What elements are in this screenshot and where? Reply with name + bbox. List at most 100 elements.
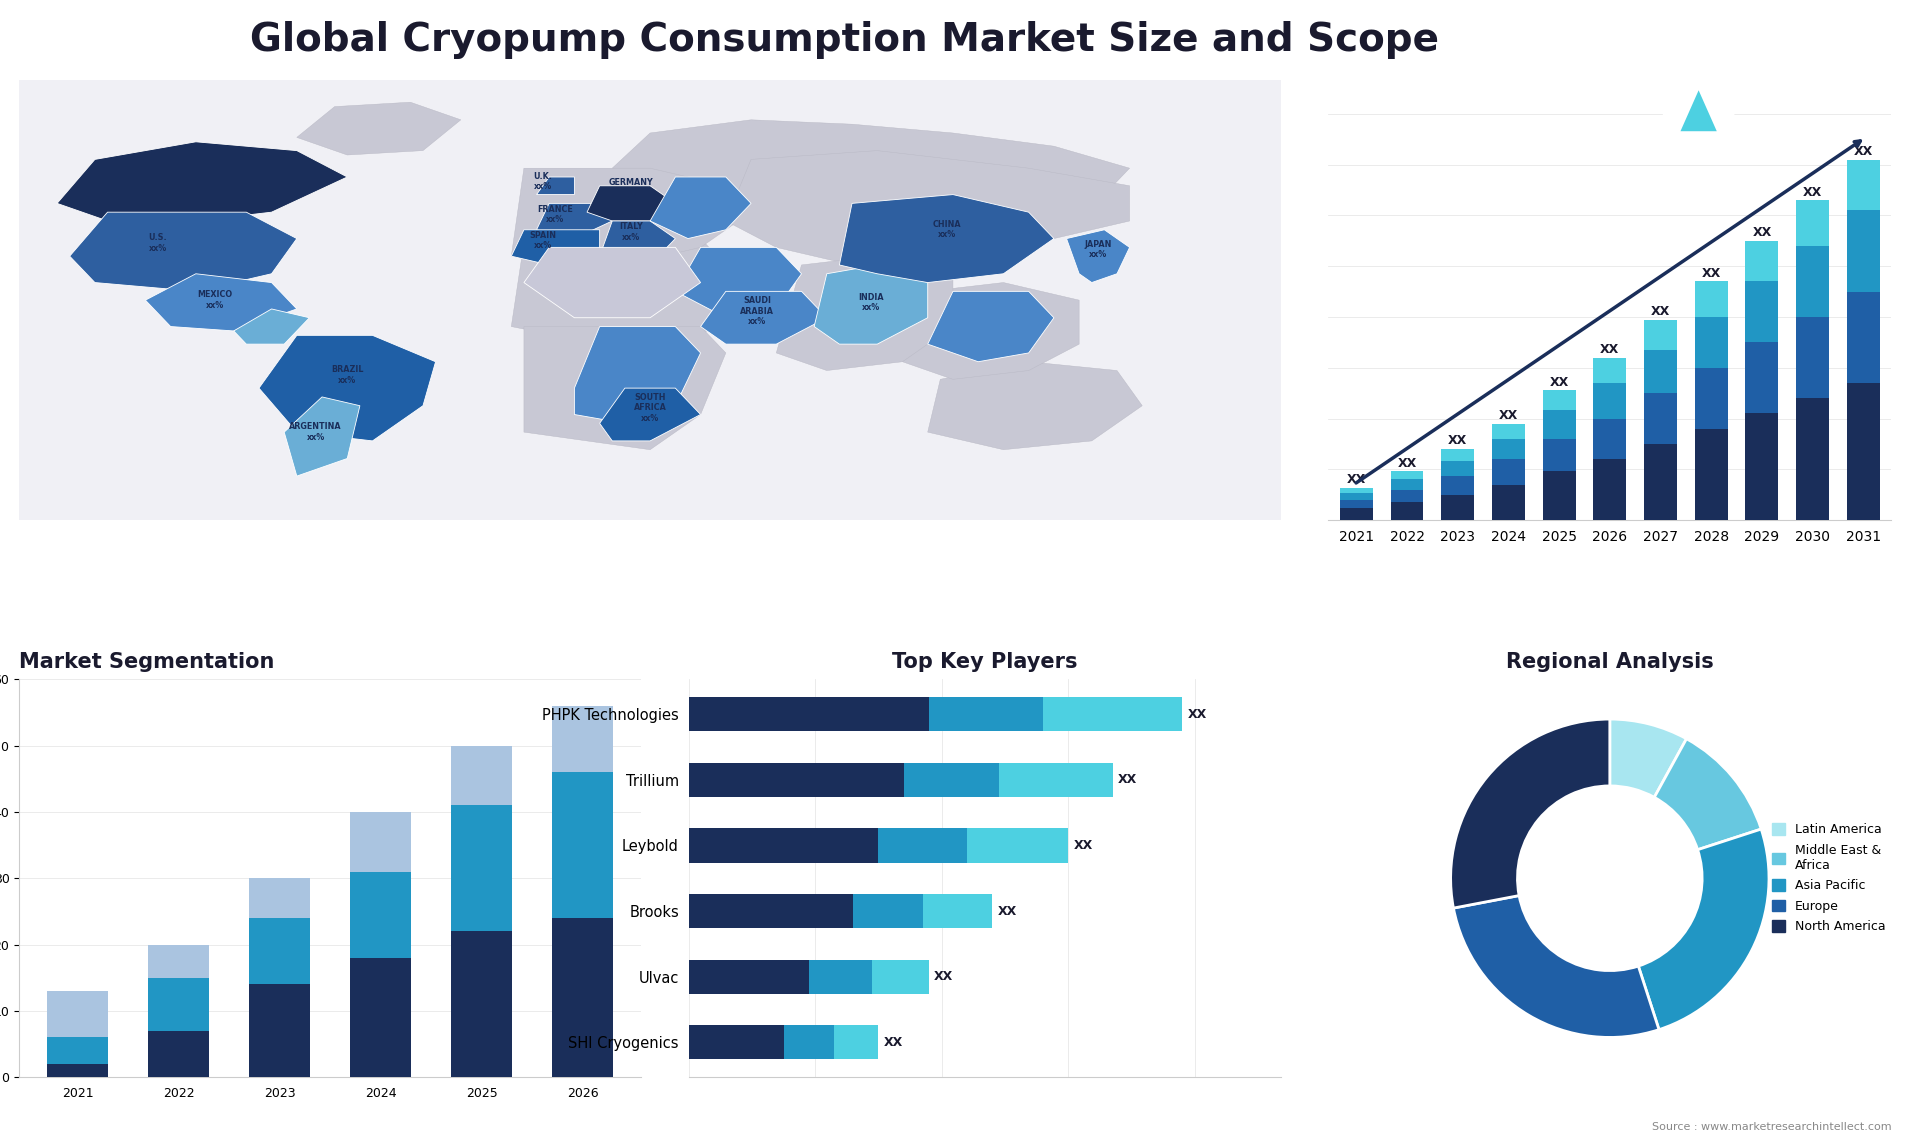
- Bar: [1795, 246, 1830, 317]
- Polygon shape: [588, 186, 676, 221]
- Polygon shape: [511, 229, 599, 265]
- Text: XX: XX: [1073, 839, 1092, 851]
- Text: MARKET: MARKET: [1759, 52, 1803, 62]
- Wedge shape: [1638, 829, 1768, 1029]
- Bar: [689, 959, 808, 994]
- Bar: [929, 698, 1043, 731]
- Bar: [351, 872, 411, 958]
- Polygon shape: [511, 238, 751, 344]
- Bar: [451, 932, 513, 1077]
- Bar: [1795, 317, 1830, 398]
- Polygon shape: [259, 336, 436, 441]
- Bar: [808, 959, 872, 994]
- Bar: [351, 811, 411, 872]
- Polygon shape: [612, 120, 1129, 229]
- Bar: [1847, 383, 1880, 520]
- Title: Top Key Players: Top Key Players: [893, 652, 1077, 673]
- Bar: [1492, 485, 1524, 520]
- Bar: [250, 918, 309, 984]
- Bar: [1644, 320, 1676, 351]
- Bar: [1695, 429, 1728, 520]
- Text: Global Cryopump Consumption Market Size and Scope: Global Cryopump Consumption Market Size …: [250, 21, 1440, 60]
- Bar: [968, 829, 1068, 863]
- Polygon shape: [1066, 229, 1129, 283]
- Bar: [1442, 477, 1475, 495]
- Polygon shape: [69, 212, 298, 291]
- Wedge shape: [1452, 719, 1609, 908]
- Bar: [872, 959, 929, 994]
- Bar: [1390, 471, 1423, 479]
- Text: ITALY
xx%: ITALY xx%: [620, 222, 643, 242]
- Text: XX: XX: [1549, 376, 1569, 388]
- Bar: [1695, 282, 1728, 317]
- Text: XX: XX: [883, 1036, 902, 1049]
- Text: XX: XX: [1117, 774, 1137, 786]
- Bar: [48, 1063, 108, 1077]
- Bar: [1442, 495, 1475, 520]
- Text: SOUTH
AFRICA
xx%: SOUTH AFRICA xx%: [634, 393, 666, 423]
- Bar: [1594, 418, 1626, 460]
- Bar: [1695, 317, 1728, 368]
- Bar: [1795, 398, 1830, 520]
- Bar: [148, 944, 209, 978]
- Bar: [689, 698, 929, 731]
- Bar: [1594, 460, 1626, 520]
- Text: SAUDI
ARABIA
xx%: SAUDI ARABIA xx%: [741, 297, 774, 327]
- Text: XX: XX: [1701, 267, 1720, 280]
- Legend: Application, Product, Geography: Application, Product, Geography: [860, 694, 977, 763]
- Polygon shape: [58, 142, 348, 221]
- Text: MEXICO
xx%: MEXICO xx%: [198, 290, 232, 309]
- Bar: [1390, 489, 1423, 502]
- Bar: [1542, 471, 1576, 520]
- Bar: [1644, 444, 1676, 520]
- Bar: [553, 918, 612, 1077]
- Bar: [1442, 449, 1475, 461]
- Text: ARGENTINA
xx%: ARGENTINA xx%: [290, 423, 342, 442]
- Bar: [1745, 241, 1778, 282]
- Text: XX: XX: [1346, 473, 1365, 486]
- Polygon shape: [651, 176, 751, 238]
- Text: XX: XX: [1651, 306, 1670, 319]
- Bar: [904, 763, 998, 796]
- Polygon shape: [511, 168, 751, 265]
- Text: XX: XX: [998, 904, 1018, 918]
- Bar: [1340, 500, 1373, 508]
- Bar: [1390, 479, 1423, 489]
- Text: GERMANY
xx%: GERMANY xx%: [609, 179, 653, 198]
- Bar: [833, 1025, 879, 1059]
- Bar: [48, 1037, 108, 1063]
- Text: XX: XX: [1853, 146, 1872, 158]
- Bar: [1644, 351, 1676, 393]
- Polygon shape: [839, 195, 1054, 283]
- Bar: [1847, 211, 1880, 291]
- Bar: [1340, 487, 1373, 493]
- Bar: [148, 978, 209, 1030]
- Bar: [1043, 698, 1183, 731]
- Bar: [1340, 508, 1373, 520]
- Polygon shape: [1680, 91, 1716, 131]
- Bar: [1542, 439, 1576, 471]
- Text: BRAZIL
xx%: BRAZIL xx%: [330, 366, 363, 385]
- Bar: [689, 894, 852, 928]
- Bar: [351, 958, 411, 1077]
- Text: XX: XX: [1803, 186, 1822, 198]
- Bar: [689, 763, 904, 796]
- Bar: [250, 878, 309, 918]
- Bar: [1594, 383, 1626, 418]
- Polygon shape: [927, 291, 1054, 362]
- Bar: [1542, 410, 1576, 439]
- Bar: [1442, 461, 1475, 477]
- Polygon shape: [814, 265, 927, 344]
- Text: XX: XX: [1398, 457, 1417, 470]
- Bar: [689, 1025, 783, 1059]
- Text: INDIA
xx%: INDIA xx%: [858, 292, 883, 312]
- Legend: Latin America, Middle East &
Africa, Asia Pacific, Europe, North America: Latin America, Middle East & Africa, Asi…: [1766, 818, 1891, 939]
- Text: XX: XX: [935, 970, 954, 983]
- Bar: [1492, 460, 1524, 485]
- Polygon shape: [701, 291, 828, 344]
- Text: INTELLECT: INTELLECT: [1759, 104, 1816, 115]
- Polygon shape: [599, 388, 701, 441]
- Text: CANADA
xx%: CANADA xx%: [152, 158, 190, 178]
- Polygon shape: [776, 257, 952, 370]
- Polygon shape: [524, 327, 726, 449]
